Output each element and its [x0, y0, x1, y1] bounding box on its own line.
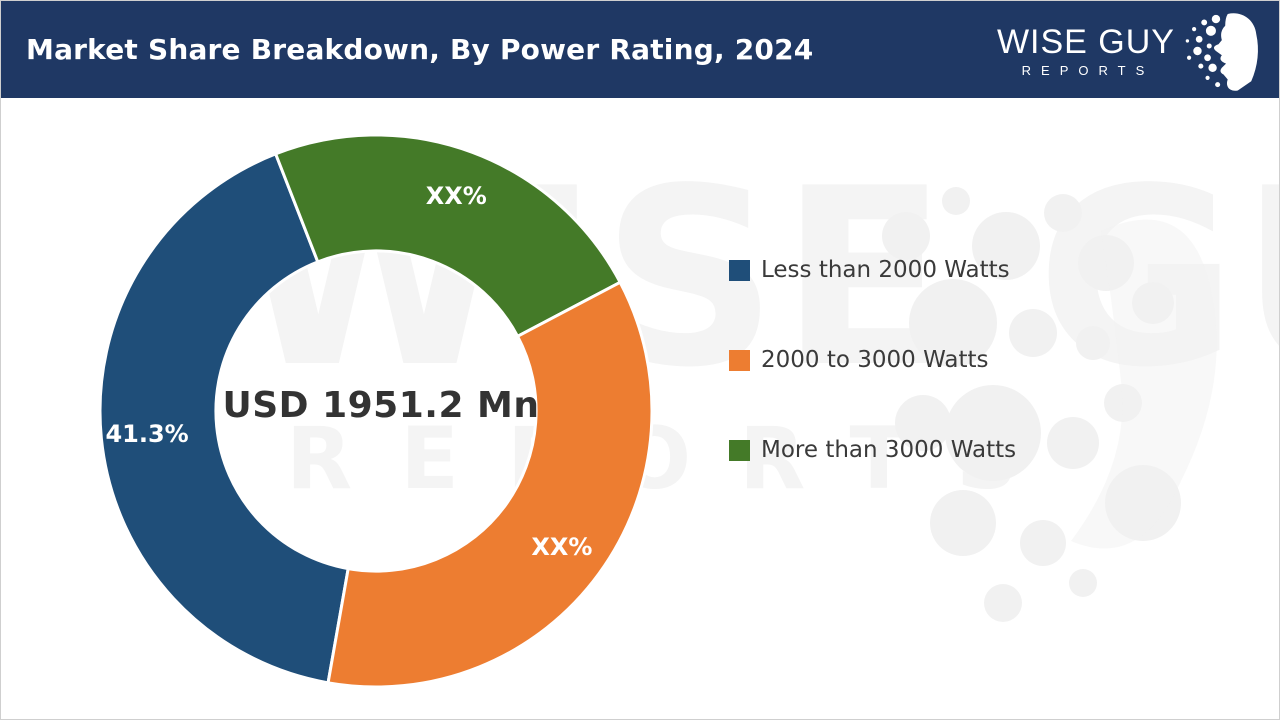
legend-item-2000-to-3000[interactable]: 2000 to 3000 Watts [729, 344, 1016, 376]
legend-label: Less than 2000 Watts [761, 257, 1010, 283]
legend-swatch-green [729, 439, 750, 461]
legend-label: More than 3000 Watts [761, 437, 1017, 463]
slice-label: 41.3% [105, 420, 188, 448]
donut-chart: 41.3% XX% XX% [98, 133, 654, 689]
donut-slice-1[interactable] [98, 152, 350, 685]
legend-item-less-than-2000[interactable]: Less than 2000 Watts [729, 254, 1016, 286]
chart-legend: Less than 2000 Watts 2000 to 3000 Watts … [729, 254, 1016, 524]
chart-center-value: USD 1951.2 Mn [222, 385, 540, 426]
brand-logo-text: WISE GUY REPORTS [997, 24, 1175, 78]
legend-swatch-orange [729, 349, 750, 371]
brand-logo: WISE GUY REPORTS [997, 9, 1263, 93]
brand-subname: REPORTS [1021, 63, 1155, 78]
header-bar: Market Share Breakdown, By Power Rating,… [1, 1, 1279, 98]
slice-label: XX% [426, 182, 487, 210]
legend-item-more-than-3000[interactable]: More than 3000 Watts [729, 434, 1016, 466]
slice-label: XX% [531, 533, 592, 561]
donut-slice-2[interactable] [326, 280, 654, 689]
legend-label: 2000 to 3000 Watts [761, 347, 989, 373]
brand-name: WISE GUY [996, 23, 1175, 61]
donut-slice-3[interactable] [274, 133, 622, 338]
legend-swatch-blue [729, 259, 750, 281]
page-title: Market Share Breakdown, By Power Rating,… [26, 33, 814, 66]
dotted-face-profile-icon [1185, 13, 1258, 91]
